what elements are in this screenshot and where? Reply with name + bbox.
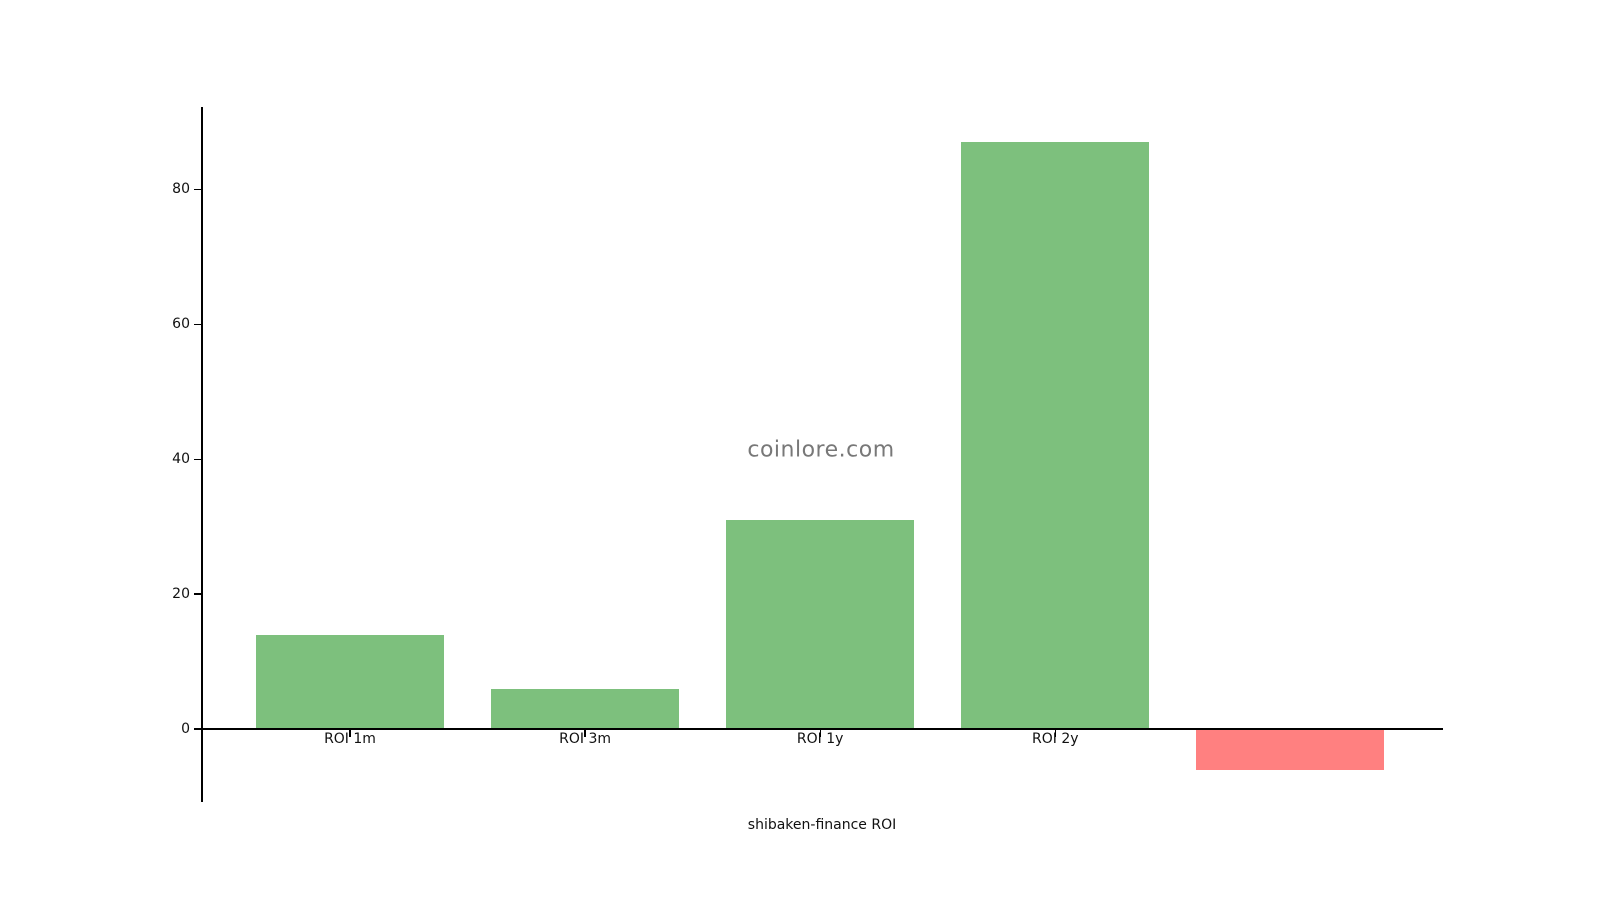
y-axis (201, 107, 203, 802)
bar-roi-1y (726, 519, 915, 730)
y-tick-mark (194, 323, 201, 325)
x-tick-label: ROI 1m (324, 731, 376, 748)
x-tick-mark (584, 729, 586, 738)
x-tick-mark (349, 729, 351, 738)
watermark: coinlore.com (747, 437, 895, 463)
x-tick-mark (1054, 729, 1056, 738)
x-tick-label: ROI 1y (796, 731, 844, 748)
y-tick-label: 40 (172, 451, 190, 468)
bar-roi-3m (491, 688, 680, 730)
y-tick-label: 0 (181, 721, 190, 738)
y-tick-mark (194, 593, 201, 595)
y-tick-label: 20 (172, 586, 190, 603)
chart-title: shibaken-finance ROI (747, 817, 897, 833)
y-tick-mark (194, 728, 201, 730)
bar-roi-1m (256, 634, 444, 730)
x-axis (201, 728, 1443, 730)
x-tick-label: ROI 3m (559, 731, 612, 748)
bar-roi-2y (961, 142, 1150, 730)
y-tick-mark (194, 458, 201, 460)
bar-unlabeled-4 (1196, 729, 1385, 770)
x-tick-mark (819, 729, 821, 738)
y-tick-label: 80 (172, 181, 190, 198)
y-tick-mark (194, 188, 201, 190)
y-tick-label: 60 (172, 316, 190, 333)
x-tick-label: ROI 2y (1032, 731, 1079, 748)
